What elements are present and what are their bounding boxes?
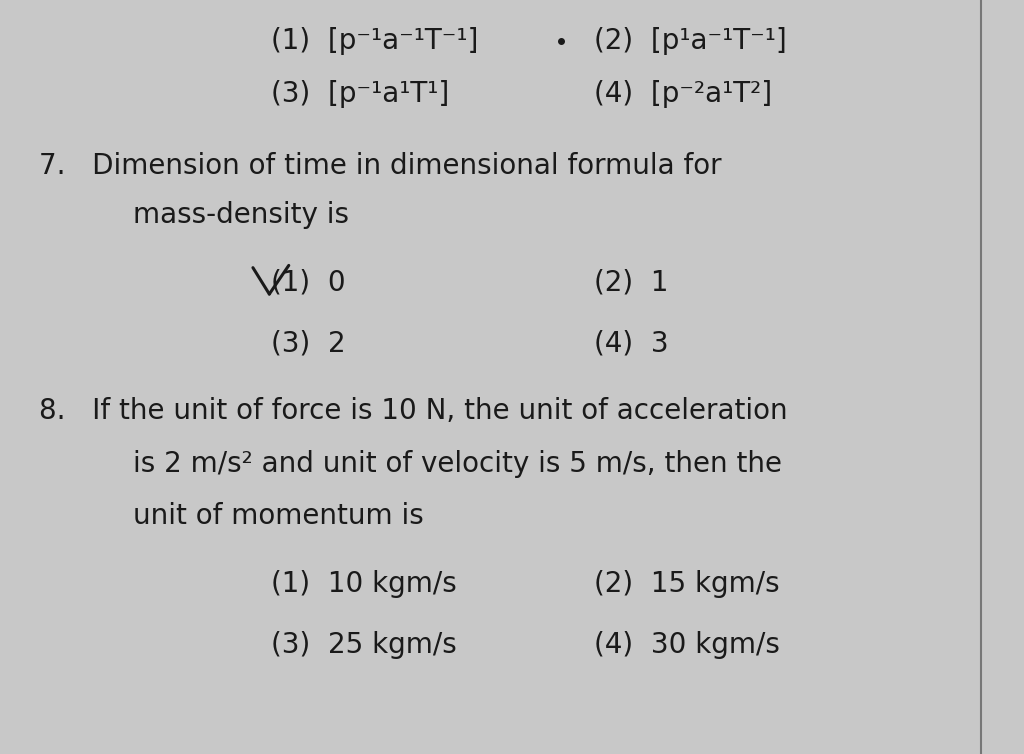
Text: (1)  0: (1) 0 <box>271 268 346 297</box>
Text: (2)  [p¹a⁻¹T⁻¹]: (2) [p¹a⁻¹T⁻¹] <box>594 27 786 56</box>
Text: unit of momentum is: unit of momentum is <box>133 502 424 531</box>
Text: (3)  [p⁻¹a¹T¹]: (3) [p⁻¹a¹T¹] <box>271 80 450 109</box>
Text: 8.   If the unit of force is 10 N, the unit of acceleration: 8. If the unit of force is 10 N, the uni… <box>39 397 787 425</box>
Text: mass-density is: mass-density is <box>133 201 349 229</box>
Text: (2)  15 kgm/s: (2) 15 kgm/s <box>594 570 779 599</box>
Text: (4)  30 kgm/s: (4) 30 kgm/s <box>594 630 780 659</box>
Text: (1)  10 kgm/s: (1) 10 kgm/s <box>271 570 457 599</box>
Text: is 2 m/s² and unit of velocity is 5 m/s, then the: is 2 m/s² and unit of velocity is 5 m/s,… <box>133 449 782 478</box>
Text: (1)  [p⁻¹a⁻¹T⁻¹]: (1) [p⁻¹a⁻¹T⁻¹] <box>271 27 479 56</box>
Text: 7.   Dimension of time in dimensional formula for: 7. Dimension of time in dimensional form… <box>39 152 722 180</box>
Text: (4)  3: (4) 3 <box>594 329 669 357</box>
Text: (3)  25 kgm/s: (3) 25 kgm/s <box>271 630 457 659</box>
Text: (4)  [p⁻²a¹T²]: (4) [p⁻²a¹T²] <box>594 80 772 109</box>
Text: (2)  1: (2) 1 <box>594 268 669 297</box>
Text: (3)  2: (3) 2 <box>271 329 346 357</box>
